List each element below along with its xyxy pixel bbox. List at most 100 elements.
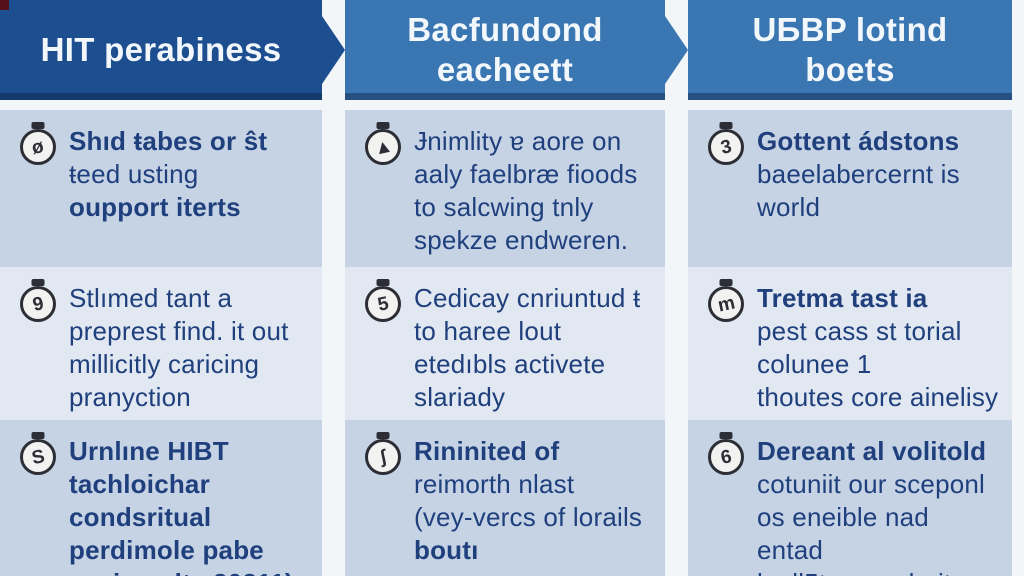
cell-line: condsritual <box>69 502 212 532</box>
stopwatch-glyph: S <box>29 445 47 469</box>
header-shadow <box>688 93 1012 100</box>
header-shadow <box>0 93 345 100</box>
stopwatch-glyph: ʃ <box>377 446 389 468</box>
stopwatch-glyph: 3 <box>718 135 734 159</box>
column-3-header: UБBP lotind boets <box>688 0 1012 100</box>
stopwatch-cap <box>719 279 733 286</box>
cell-line: ŧeed usting <box>69 159 199 189</box>
pot-handle <box>376 279 390 286</box>
cell-line: aaly faelbræ fioods <box>414 159 638 189</box>
cell-line: Tretma tast ia <box>757 283 928 313</box>
cell-line: spekze endweren. <box>414 225 629 255</box>
cell-text: Tretma tast ia pest cass st torial colun… <box>757 282 998 420</box>
cell-line: Urnlıne HIBT <box>69 436 229 466</box>
cell-line: boutı <box>414 535 479 565</box>
stopwatch-glyph: ø <box>30 135 46 159</box>
cell-text: Urnlıne HIBT tachloichar condsritual per… <box>69 435 294 576</box>
cell-3-3: 6 Dereant al volitold cotuniit our scepo… <box>688 420 1012 576</box>
cell-text: Dereant al volitold cotuniit our sceponl… <box>757 435 1000 576</box>
stopwatch-glyph: 6 <box>718 445 734 469</box>
cell-line: oupport iterts <box>69 192 241 222</box>
cell-line: Cedicay cnriuntud ŧ <box>414 283 641 313</box>
column-1: HIT perabiness ø Shıd ŧabes or ŝt ŧeed u… <box>0 0 322 576</box>
cell-2-2: 5 Cedicay cnriuntud ŧ to haree lout eted… <box>345 267 665 420</box>
cell-line: world <box>757 192 821 222</box>
cell-1-1: ø Shıd ŧabes or ŝt ŧeed usting oupport i… <box>0 110 322 267</box>
cell-line: by ll5tns vısybeits or <box>757 567 1000 576</box>
stopwatch-cap <box>376 432 390 439</box>
column-2-title: Bacfundond eacheett <box>407 10 602 90</box>
stopwatch-cap <box>31 122 45 129</box>
stopwatch-cap <box>719 122 733 129</box>
stopwatch-cap <box>31 432 45 439</box>
cell-text: Cedicay cnriuntud ŧ to haree lout etedıb… <box>414 282 640 420</box>
cell-line: Gottent ádstons <box>757 126 960 156</box>
cell-line: pranyction <box>69 382 191 412</box>
alarm-stopwatch-icon: 3 <box>708 122 744 165</box>
cell-line: slariady <box>414 382 506 412</box>
crowned-stopwatch-icon: 9 <box>20 279 56 322</box>
cell-text: Stlımed tant a preprest find. it out mil… <box>69 282 289 420</box>
corner-mark <box>0 0 9 10</box>
column-2: Bacfundond eacheett ▲ Ɉnimlity ɐ aore on… <box>345 0 665 576</box>
cell-line: preprest find. it out <box>69 316 289 346</box>
cell-line: etedıbls activete <box>414 349 606 379</box>
cell-line: pest cass st torial <box>757 316 962 346</box>
column-1-header: HIT perabiness <box>0 0 345 100</box>
cell-line: Dereant al volitold <box>757 436 987 466</box>
header-title-line: UБBP lotind <box>752 11 948 48</box>
cell-1-2: 9 Stlımed tant a preprest find. it out m… <box>0 267 322 420</box>
header-title-line: eacheett <box>436 51 574 88</box>
stopwatch-icon: S <box>20 432 56 475</box>
handled-pot-icon: 5 <box>365 279 401 322</box>
stopwatch-glyph: m <box>715 291 737 317</box>
column-3-title: UБBP lotind boets <box>752 10 947 90</box>
stopwatch-glyph: 9 <box>30 292 46 316</box>
cell-line: os eneible nad entad <box>757 502 929 565</box>
cell-2-1: ▲ Ɉnimlity ɐ aore on aaly faelbræ fioods… <box>345 110 665 267</box>
column-3: UБBP lotind boets 3 Gottent ádstons baee… <box>688 0 1012 576</box>
stopwatch-cap <box>719 432 733 439</box>
cell-line: Ɉnimlity ɐ aore on <box>414 126 622 156</box>
cell-line: Stlımed tant a <box>69 283 233 313</box>
header-title-line: HIT perabiness <box>40 31 282 68</box>
cell-line: tachloichar <box>69 469 210 499</box>
flask-cap <box>376 122 390 129</box>
flask-glyph: ▲ <box>371 134 395 160</box>
stopwatch-icon: m <box>708 279 744 322</box>
cell-text: Rininited of reimorth nlast (vey-vercs o… <box>414 435 642 576</box>
cell-text: Ɉnimlity ɐ aore on aaly faelbræ fioods t… <box>414 125 637 267</box>
column-2-header: Bacfundond eacheett <box>345 0 688 100</box>
cell-line: to salcwing tnly <box>414 192 594 222</box>
cell-line: baeelabercernt is <box>757 159 960 189</box>
cell-line: thoutes core ainelisy <box>757 382 999 412</box>
cell-line: saxing alts 20211) <box>69 567 294 576</box>
cell-line: millicitly caricing <box>69 349 260 379</box>
stopwatch-icon: ʃ <box>365 432 401 475</box>
stopwatch-icon: ø <box>20 122 56 165</box>
cell-line: (vey-vercs of lorails <box>414 502 643 532</box>
flask-icon: ▲ <box>365 122 401 165</box>
cell-1-3: S Urnlıne HIBT tachloichar condsritual p… <box>0 420 322 576</box>
cell-3-2: m Tretma tast ia pest cass st torial col… <box>688 267 1012 420</box>
cell-2-3: ʃ Rininited of reimorth nlast (vey-vercs… <box>345 420 665 576</box>
header-title-line: boets <box>805 51 895 88</box>
cell-line: colunee 1 <box>757 349 872 379</box>
pot-glyph: 5 <box>375 292 391 316</box>
stopwatch-cap <box>31 279 45 286</box>
cell-3-1: 3 Gottent ádstons baeelabercernt is worl… <box>688 110 1012 267</box>
cell-line: Shıd ŧabes or ŝt <box>69 126 268 156</box>
cell-line: perdimole pabe <box>69 535 264 565</box>
header-title-line: Bacfundond <box>407 11 603 48</box>
cell-text: Shıd ŧabes or ŝt ŧeed usting oupport ite… <box>69 125 267 267</box>
stopwatch-icon: 6 <box>708 432 744 475</box>
cell-line: Rininited of <box>414 436 560 466</box>
header-shadow <box>345 93 688 100</box>
cell-line: cotuniit our sceponl <box>757 469 986 499</box>
cell-text: Gottent ádstons baeelabercernt is world <box>757 125 960 267</box>
cell-line: reimorth nlast <box>414 469 575 499</box>
column-1-title: HIT perabiness <box>41 30 282 70</box>
cell-line: to haree lout <box>414 316 562 346</box>
